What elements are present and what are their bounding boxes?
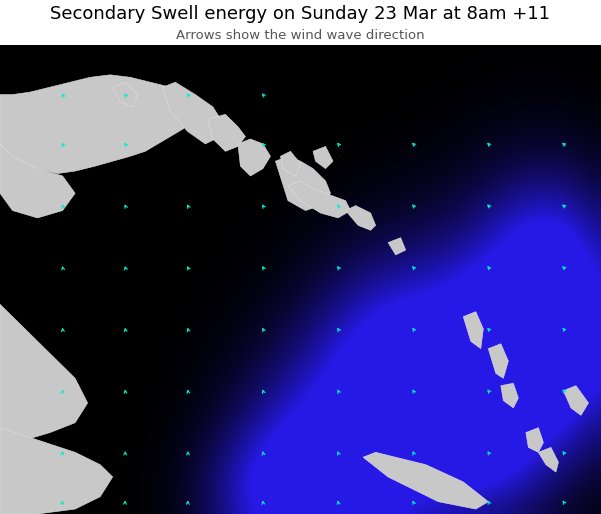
Polygon shape	[288, 181, 350, 218]
Polygon shape	[208, 114, 245, 151]
Polygon shape	[275, 156, 331, 211]
Polygon shape	[488, 344, 508, 378]
Polygon shape	[0, 428, 113, 514]
Text: Secondary Swell energy on Sunday 23 Mar at 8am +11: Secondary Swell energy on Sunday 23 Mar …	[50, 6, 551, 24]
Polygon shape	[346, 206, 376, 230]
Polygon shape	[463, 311, 483, 348]
Polygon shape	[0, 75, 200, 174]
Polygon shape	[563, 386, 588, 415]
Polygon shape	[363, 452, 488, 509]
Polygon shape	[281, 151, 300, 176]
Polygon shape	[0, 144, 75, 218]
Text: Arrows show the wind wave direction: Arrows show the wind wave direction	[176, 29, 425, 42]
Polygon shape	[113, 82, 138, 107]
Polygon shape	[388, 237, 406, 255]
Polygon shape	[526, 428, 543, 452]
Polygon shape	[538, 447, 558, 472]
Polygon shape	[238, 139, 270, 176]
Polygon shape	[163, 82, 225, 144]
Polygon shape	[313, 146, 333, 169]
Polygon shape	[501, 383, 518, 408]
Polygon shape	[0, 304, 88, 440]
